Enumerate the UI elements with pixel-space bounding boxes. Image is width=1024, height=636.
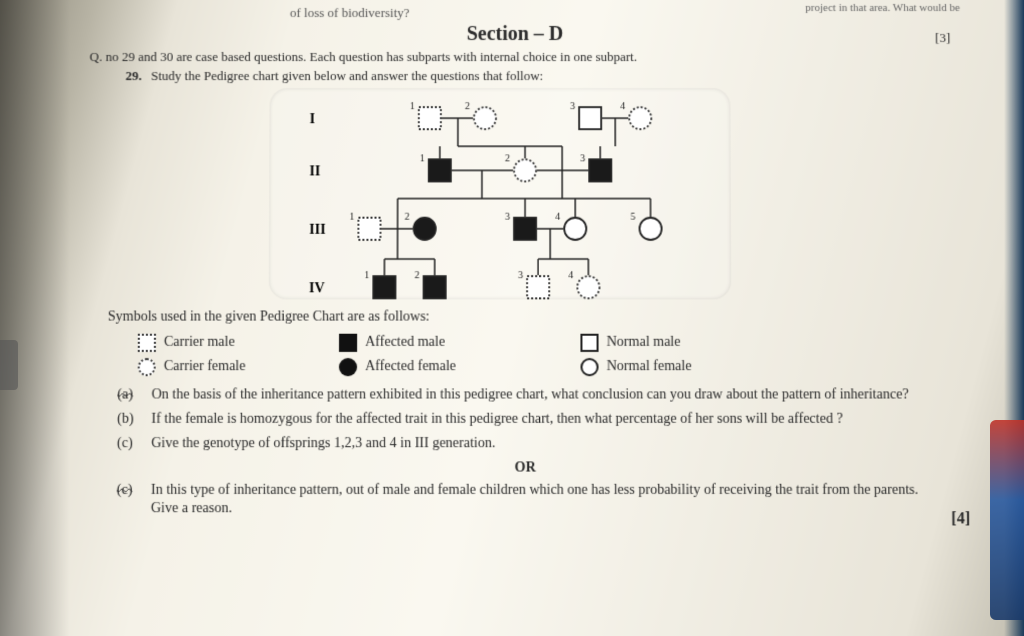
svg-text:2: 2	[465, 101, 470, 112]
legend-normal-female: Normal female	[580, 358, 781, 376]
svg-text:2: 2	[405, 212, 410, 223]
question-number: 29.	[125, 68, 141, 84]
exam-page: of loss of biodiversity? project in that…	[26, 0, 985, 535]
subq-alt-text: In this type of inheritance pattern, out…	[151, 481, 934, 519]
pedigree-chart: IIIIIIIV1234123123451234	[269, 88, 731, 299]
sub-questions: (a) On the basis of the inheritance patt…	[117, 386, 934, 519]
affected-male-label: Affected male	[365, 335, 445, 351]
subq-alt-label: (c)	[117, 481, 152, 519]
svg-text:5: 5	[630, 212, 635, 223]
normal-female-icon	[580, 358, 598, 376]
legend-intro: Symbols used in the given Pedigree Chart…	[108, 309, 943, 325]
case-based-note: Q. no 29 and 30 are case based questions…	[90, 49, 941, 65]
svg-text:IV: IV	[309, 281, 325, 296]
svg-text:1: 1	[349, 212, 354, 223]
svg-text:2: 2	[505, 153, 510, 164]
svg-text:2: 2	[415, 270, 420, 281]
svg-text:4: 4	[620, 101, 625, 112]
svg-text:3: 3	[518, 270, 523, 281]
section-marks: [3]	[935, 30, 950, 46]
subq-c-label: (c)	[117, 435, 151, 454]
normal-male-icon	[580, 334, 598, 352]
or-separator: OR	[117, 459, 934, 478]
marks-4: [4]	[951, 511, 970, 529]
question-29: 29. Study the Pedigree chart given below…	[125, 68, 940, 84]
legend-affected-male: Affected male	[339, 334, 580, 352]
svg-text:III: III	[309, 223, 325, 238]
normal-male-label: Normal male	[607, 335, 681, 351]
normal-female-label: Normal female	[607, 359, 692, 375]
subq-a-text: On the basis of the inheritance pattern …	[152, 386, 909, 405]
affected-male-icon	[339, 334, 357, 352]
svg-text:4: 4	[568, 270, 573, 281]
svg-text:1: 1	[364, 270, 369, 281]
subq-b-label: (b)	[117, 411, 151, 430]
subq-c-text: Give the genotype of offsprings 1,2,3 an…	[151, 435, 495, 454]
affected-female-icon	[339, 358, 357, 376]
pedigree-svg: IIIIIIIV1234123123451234	[269, 88, 731, 299]
carrier-male-label: Carrier male	[164, 335, 235, 351]
carrier-male-icon	[138, 334, 156, 352]
svg-text:II: II	[309, 164, 320, 179]
subq-a-label: (a)	[117, 386, 151, 405]
carrier-female-icon	[138, 358, 156, 376]
subq-alt: (c) In this type of inheritance pattern,…	[117, 481, 934, 519]
subq-c: (c) Give the genotype of offsprings 1,2,…	[117, 435, 933, 454]
background-objects	[990, 420, 1024, 620]
svg-text:4: 4	[555, 212, 560, 223]
page-tab	[0, 340, 18, 390]
svg-text:1: 1	[420, 153, 425, 164]
section-heading: Section – D	[90, 23, 941, 46]
svg-text:3: 3	[570, 101, 575, 112]
svg-text:1: 1	[410, 101, 415, 112]
legend-affected-female: Affected female	[339, 358, 581, 376]
legend-carrier-female: Carrier female	[138, 358, 339, 376]
svg-text:3: 3	[580, 153, 585, 164]
legend: Carrier male Affected male Normal male C…	[138, 334, 943, 376]
carrier-female-label: Carrier female	[164, 359, 246, 375]
subq-b: (b) If the female is homozygous for the …	[117, 411, 933, 430]
affected-female-label: Affected female	[365, 359, 456, 375]
adjacent-page-fragment: project in that area. What would be	[805, 2, 960, 14]
svg-text:I: I	[310, 112, 316, 127]
question-text: Study the Pedigree chart given below and…	[151, 68, 543, 83]
legend-carrier-male: Carrier male	[138, 334, 339, 352]
svg-text:3: 3	[505, 212, 510, 223]
subq-a: (a) On the basis of the inheritance patt…	[117, 386, 933, 405]
subq-b-text: If the female is homozygous for the affe…	[151, 411, 843, 430]
legend-normal-male: Normal male	[580, 334, 781, 352]
